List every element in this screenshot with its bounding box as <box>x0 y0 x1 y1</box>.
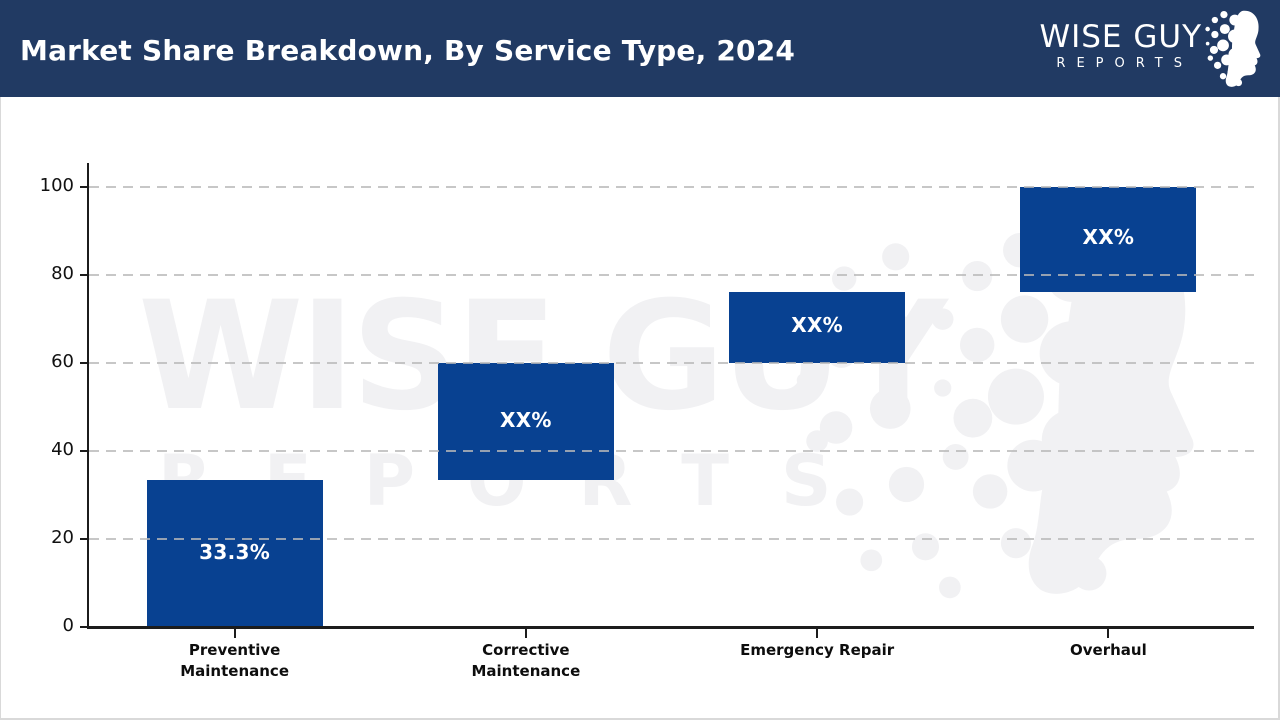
bar-value-label-0: 33.3% <box>199 539 271 564</box>
x-category-label-1: Corrective Maintenance <box>396 640 656 682</box>
gridline-80 <box>89 274 1254 276</box>
y-tick-label-80: 80 <box>51 263 74 284</box>
x-tick-3 <box>1107 629 1110 638</box>
y-tick-100 <box>80 186 89 188</box>
header-bar: Market Share Breakdown, By Service Type,… <box>0 0 1280 97</box>
page-border-right <box>1278 97 1280 720</box>
x-category-label-line: Preventive <box>188 641 281 659</box>
brand-subtitle: REPORTS <box>1056 56 1194 71</box>
page-title: Market Share Breakdown, By Service Type,… <box>20 34 796 67</box>
gridline-60 <box>89 362 1254 364</box>
bar-value-label-1: XX% <box>499 407 552 432</box>
page-border-bottom <box>0 718 1280 720</box>
y-tick-label-20: 20 <box>51 527 74 548</box>
brand-name: WISE GUY <box>1039 19 1202 55</box>
y-tick-40 <box>80 450 89 452</box>
x-category-label-line: Corrective <box>482 641 570 659</box>
x-category-label-3: Overhaul <box>978 640 1238 661</box>
gridline-100 <box>89 186 1254 188</box>
bar-value-label-3: XX% <box>1082 225 1135 250</box>
bar-2 <box>729 291 906 363</box>
y-tick-0 <box>80 626 89 628</box>
x-category-label-2: Emergency Repair <box>687 640 947 661</box>
x-category-label-line: Maintenance <box>471 662 581 680</box>
x-category-label-line: Overhaul <box>1070 641 1147 659</box>
x-category-label-line: Maintenance <box>180 662 289 680</box>
gridline-20 <box>89 538 1254 540</box>
brand-logo-text: WISE GUY REPORTS <box>1039 19 1202 71</box>
bar-0 <box>146 480 323 627</box>
y-tick-label-0: 0 <box>62 615 74 636</box>
bar-value-label-2: XX% <box>791 313 844 338</box>
y-tick-60 <box>80 362 89 364</box>
x-category-label-0: Preventive Maintenance <box>105 640 365 682</box>
x-tick-0 <box>233 629 236 638</box>
y-tick-label-40: 40 <box>51 439 74 460</box>
y-tick-label-100: 100 <box>39 175 74 196</box>
x-tick-2 <box>816 629 819 638</box>
gridline-40 <box>89 450 1254 452</box>
page-border-left <box>0 97 1 720</box>
bar-1 <box>437 363 614 481</box>
y-tick-label-60: 60 <box>51 351 74 372</box>
x-category-label-line: Emergency Repair <box>740 641 895 659</box>
y-tick-20 <box>80 538 89 540</box>
y-axis-line <box>87 163 89 629</box>
brand-face-icon <box>1205 10 1261 87</box>
x-axis-line <box>87 626 1254 629</box>
y-tick-80 <box>80 274 89 276</box>
brand-logo: WISE GUY REPORTS <box>1018 4 1268 94</box>
x-tick-1 <box>524 629 527 638</box>
